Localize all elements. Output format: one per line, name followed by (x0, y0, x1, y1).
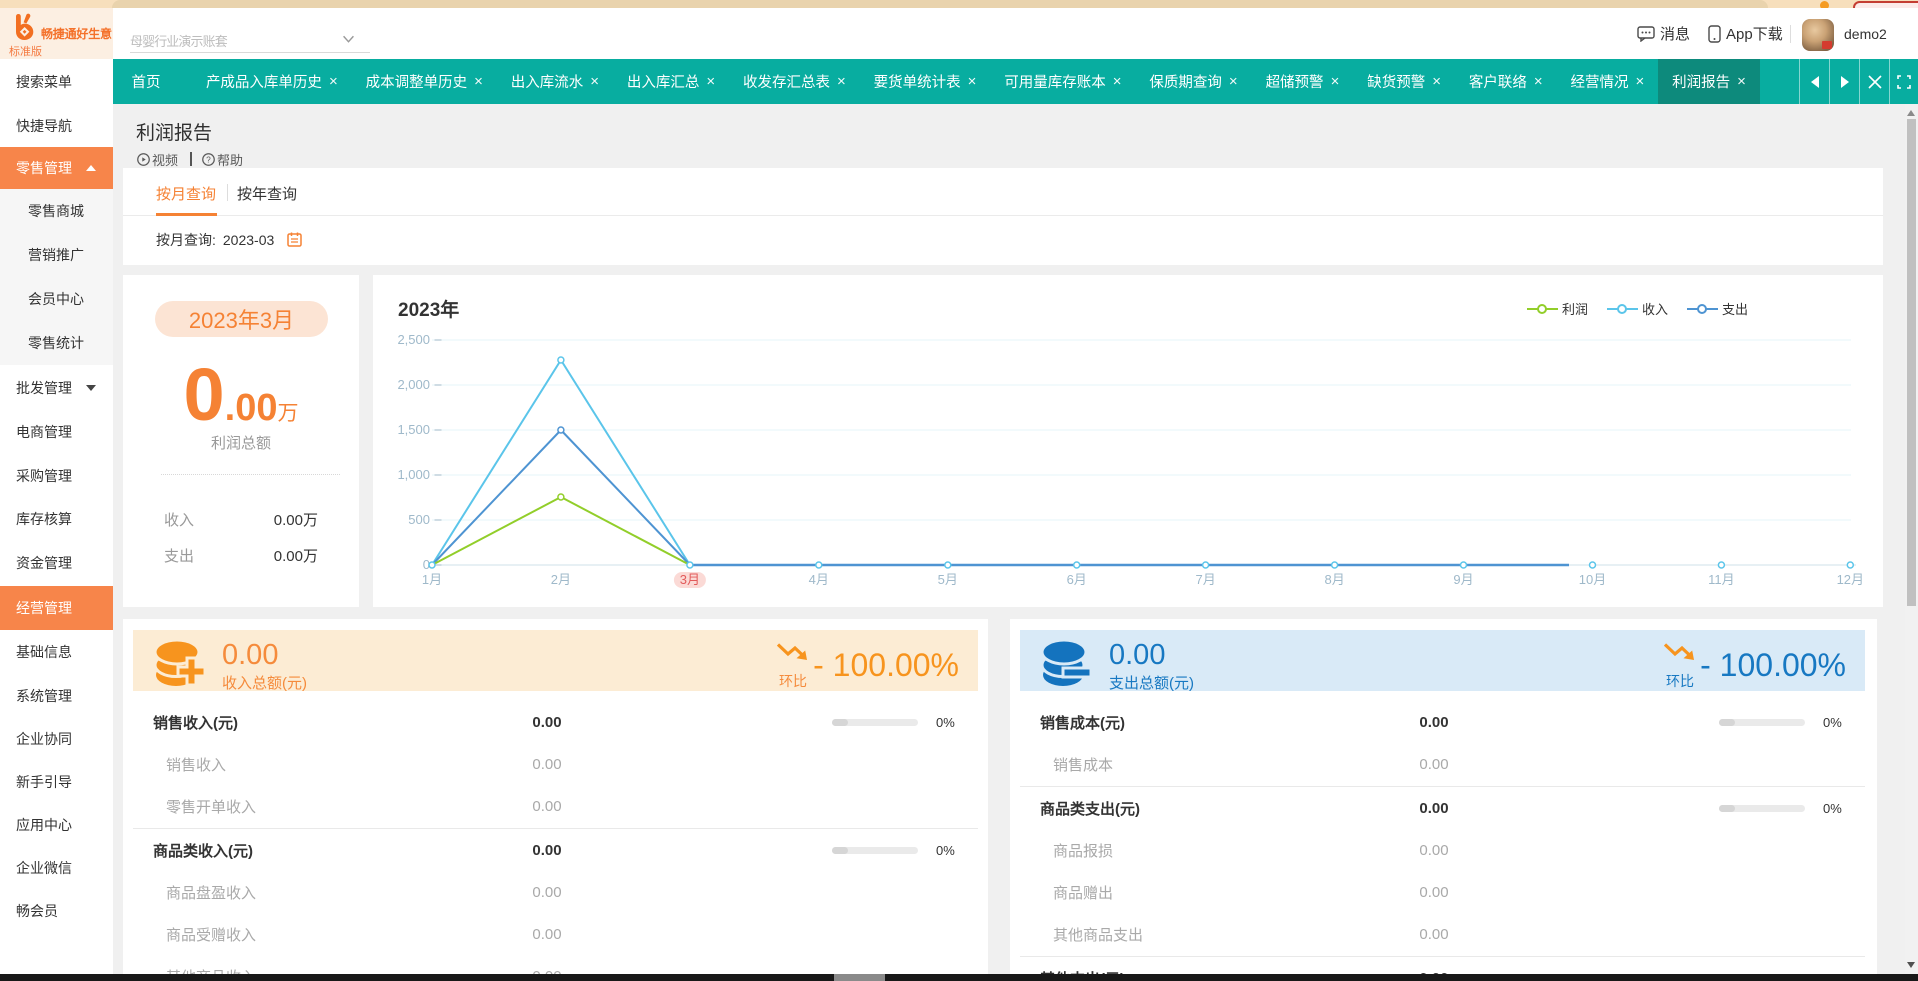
svg-text:4月: 4月 (809, 572, 829, 587)
svg-text:500: 500 (408, 512, 430, 527)
svg-text:5月: 5月 (938, 572, 958, 587)
svg-text:8月: 8月 (1324, 572, 1344, 587)
svg-text:1,500: 1,500 (397, 422, 430, 437)
svg-text:2月: 2月 (551, 572, 571, 587)
svg-text:12月: 12月 (1837, 572, 1864, 587)
svg-text:10月: 10月 (1579, 572, 1606, 587)
svg-text:9月: 9月 (1453, 572, 1473, 587)
svg-text:1,000: 1,000 (397, 467, 430, 482)
svg-text:11月: 11月 (1708, 572, 1735, 587)
svg-text:3月: 3月 (680, 572, 700, 587)
svg-text:0: 0 (423, 557, 430, 572)
svg-text:2,500: 2,500 (397, 332, 430, 347)
svg-text:?: ? (206, 154, 211, 164)
svg-text:6月: 6月 (1067, 572, 1087, 587)
svg-text:1月: 1月 (422, 572, 442, 587)
svg-text:2,000: 2,000 (397, 377, 430, 392)
svg-text:7月: 7月 (1195, 572, 1215, 587)
